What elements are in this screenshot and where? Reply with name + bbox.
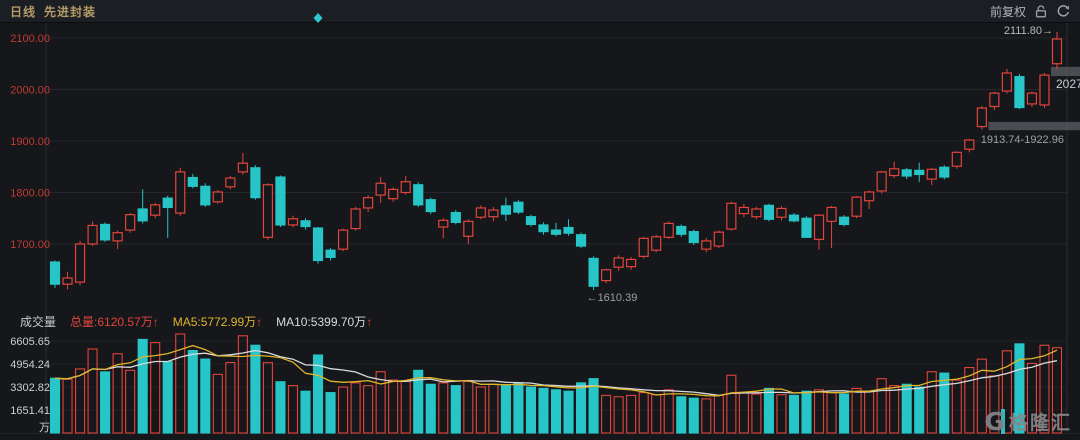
svg-text:万: 万: [39, 422, 50, 434]
up-arrow-icon: ↑: [152, 314, 159, 329]
period-label: 日线: [10, 4, 37, 19]
volume-legend: 成交量 总量:6120.57万↑ MA5:5772.99万↑ MA10:5399…: [20, 313, 372, 329]
logo-g-icon: G: [984, 407, 1005, 436]
volume-ma10-label: MA10:5399.70万↑: [276, 314, 373, 329]
svg-text:←1610.39: ←1610.39: [587, 292, 638, 304]
svg-text:1913.74-1922.96: 1913.74-1922.96: [981, 134, 1064, 146]
svg-text:1700.00: 1700.00: [10, 239, 50, 251]
gap-bands: [988, 66, 1080, 131]
chart-title: 日线 先进封装: [10, 3, 104, 20]
svg-text:1800.00: 1800.00: [10, 188, 50, 200]
svg-text:2111.80→: 2111.80→: [1004, 25, 1053, 37]
svg-text:2027: 2027: [1056, 77, 1080, 91]
gelonghui-watermark: G 格隆汇: [984, 408, 1072, 435]
svg-text:6605.65: 6605.65: [10, 336, 50, 348]
gridlines: [0, 23, 1080, 434]
symbol-label: 先进封装: [44, 4, 97, 19]
volume-ma5-label: MA5:5772.99万↑: [172, 314, 263, 329]
up-arrow-icon: ↑: [366, 314, 373, 329]
refresh-icon[interactable]: [1056, 4, 1070, 18]
volume-pane-title: 成交量: [20, 314, 57, 329]
svg-text:3302.82: 3302.82: [10, 382, 50, 394]
volume-ma-line: [54, 344, 1058, 397]
chart-header: 日线 先进封装 前复权: [0, 0, 1080, 23]
volume-ma-line: [54, 349, 1058, 397]
svg-text:2100.00: 2100.00: [10, 33, 50, 45]
volume-bars-layer: [49, 333, 1063, 434]
lock-icon[interactable]: [1035, 4, 1047, 18]
up-arrow-icon: ↑: [256, 314, 263, 329]
svg-text:1651.41: 1651.41: [10, 405, 50, 417]
svg-text:4954.24: 4954.24: [10, 359, 50, 371]
candles-layer: [49, 31, 1063, 291]
svg-text:1900.00: 1900.00: [10, 136, 50, 148]
volume-total-label: 总量:6120.57万↑: [70, 314, 159, 329]
adjust-mode-button[interactable]: 前复权: [989, 4, 1026, 19]
logo-text: 格隆汇: [1008, 413, 1072, 434]
svg-text:2000.00: 2000.00: [10, 85, 50, 97]
